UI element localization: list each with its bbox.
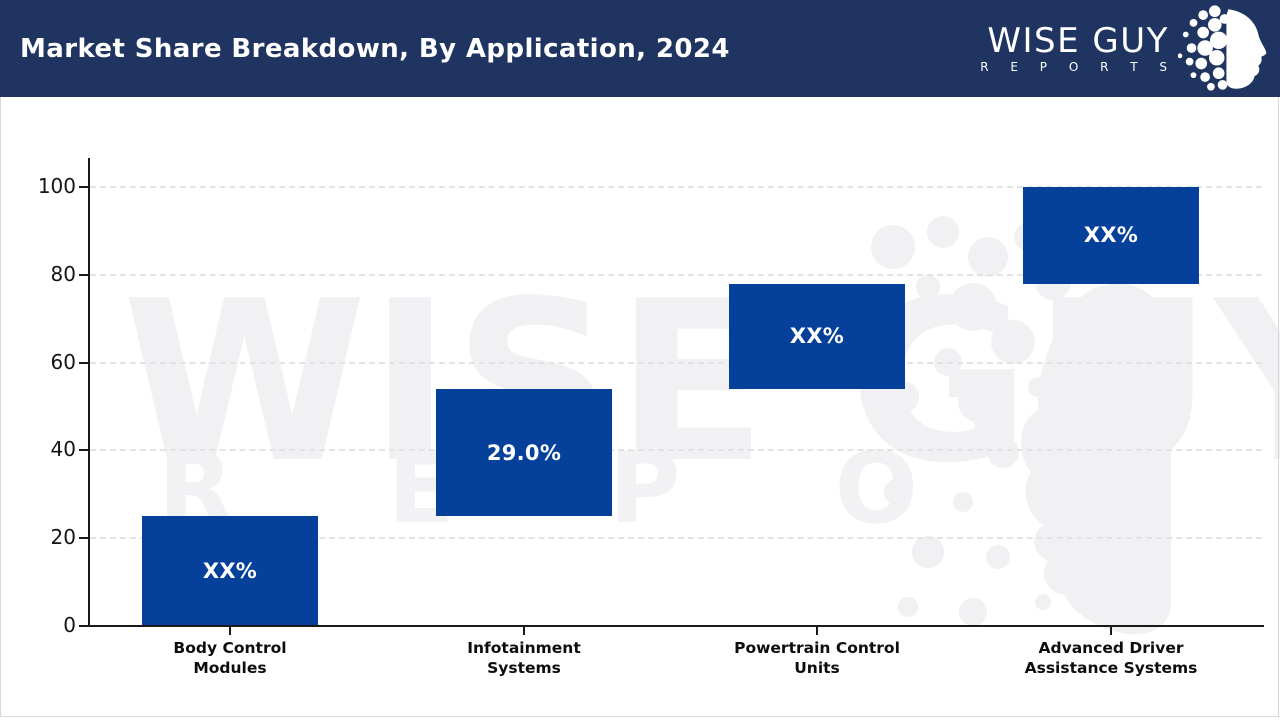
y-tick-label-60: 60	[50, 349, 76, 374]
y-tick-mark-40	[79, 449, 88, 452]
bar-segment-3: XX%	[1023, 187, 1199, 284]
brand-logo-name: WISE GUY	[987, 20, 1169, 61]
brand-logo: WISE GUY R E P O R T S	[980, 4, 1270, 94]
x-tick-mark-2	[816, 627, 818, 635]
y-tick-mark-20	[79, 537, 88, 540]
brand-logo-subtitle: R E P O R T S	[980, 60, 1176, 75]
gridline-20	[90, 537, 1262, 540]
x-tick-label-2: Powertrain Control Units	[734, 639, 900, 678]
y-tick-label-100: 100	[37, 174, 76, 198]
brand-logo-head-icon	[1178, 5, 1267, 91]
y-tick-label-0: 0	[63, 613, 76, 637]
bar-value-label-1: 29.0%	[486, 440, 562, 465]
x-axis-line	[88, 625, 1264, 627]
chart-title: Market Share Breakdown, By Application, …	[20, 33, 730, 64]
x-tick-label-0: Body Control Modules	[173, 639, 287, 678]
bar-segment-1: 29.0%	[436, 388, 612, 517]
brand-logo-text: WISE GUY R E P O R T S	[980, 20, 1176, 75]
bar-segment-0: XX%	[142, 516, 318, 626]
x-tick-mark-0	[229, 627, 231, 635]
canvas-border-bottom	[0, 716, 1280, 717]
x-tick-mark-3	[1110, 627, 1112, 635]
gridline-60	[90, 361, 1262, 364]
x-tick-label-3: Advanced Driver Assistance Systems	[1024, 639, 1198, 678]
gridline-40	[90, 449, 1262, 452]
y-tick-label-80: 80	[50, 261, 76, 286]
bar-value-label-3: XX%	[1083, 223, 1139, 248]
gridline-80	[90, 273, 1262, 276]
canvas-border-right	[1278, 97, 1279, 717]
y-tick-mark-100	[79, 186, 88, 188]
bar-value-label-0: XX%	[202, 559, 258, 584]
header-bar: Market Share Breakdown, By Application, …	[0, 0, 1280, 97]
y-tick-mark-60	[79, 361, 88, 364]
x-tick-mark-1	[523, 627, 525, 635]
gridline-100	[90, 186, 1262, 188]
watermark-head-icon	[871, 216, 1172, 635]
bar-segment-2: XX%	[729, 283, 905, 389]
canvas-border-left	[0, 97, 1, 717]
y-axis-line	[88, 158, 90, 627]
bar-value-label-2: XX%	[789, 324, 845, 349]
y-tick-label-20: 20	[50, 525, 76, 550]
y-tick-mark-0	[79, 625, 88, 627]
x-tick-label-1: Infotainment Systems	[467, 639, 581, 678]
y-tick-mark-80	[79, 273, 88, 276]
y-tick-label-40: 40	[50, 437, 76, 462]
